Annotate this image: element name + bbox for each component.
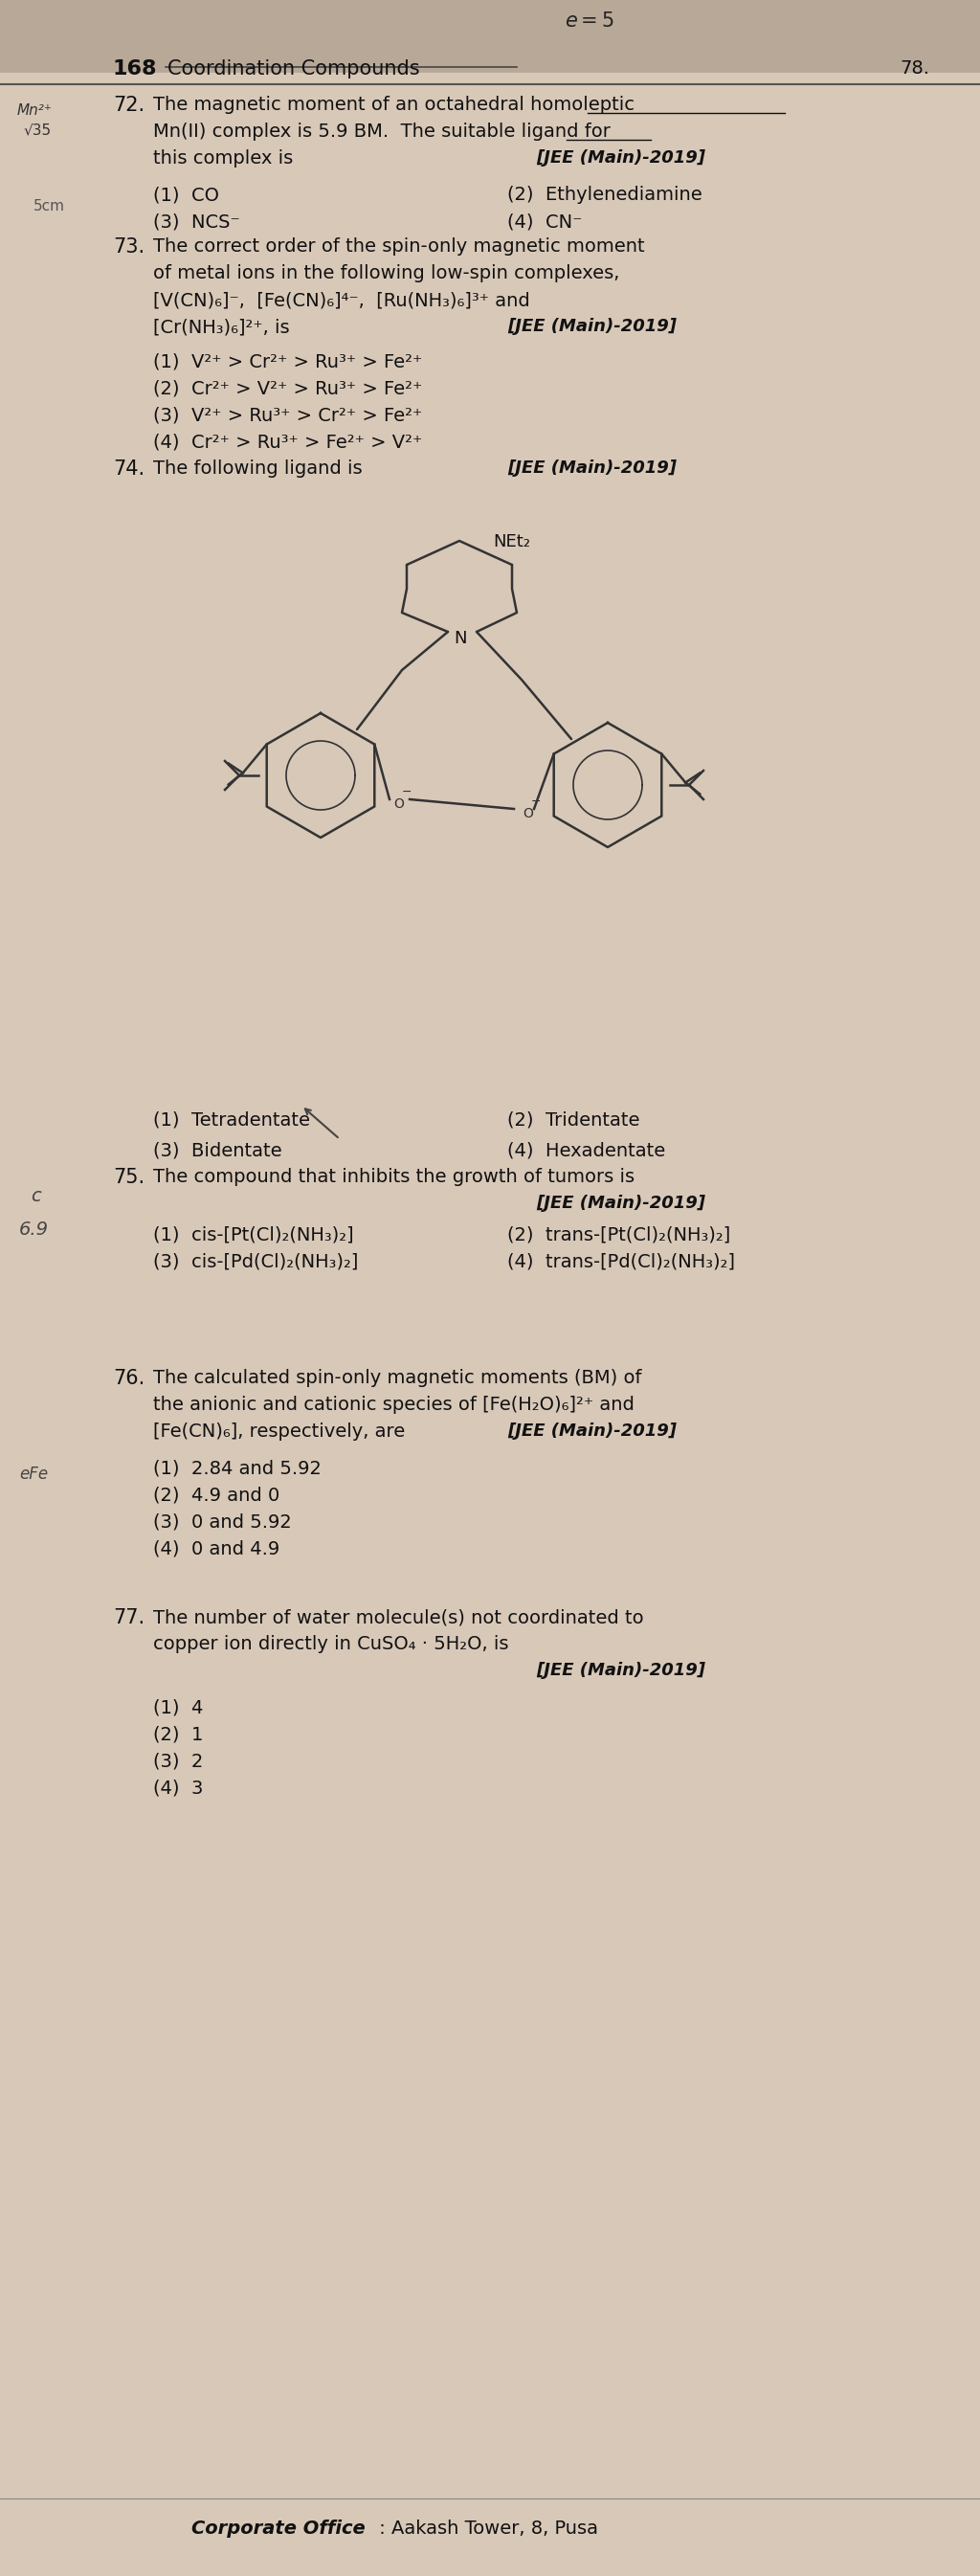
Text: (2)  Ethylenediamine: (2) Ethylenediamine — [508, 185, 703, 204]
Text: (1)  Tetradentate: (1) Tetradentate — [153, 1110, 310, 1128]
Text: (3)  Bidentate: (3) Bidentate — [153, 1141, 282, 1159]
Text: (1)  V²⁺ > Cr²⁺ > Ru³⁺ > Fe²⁺: (1) V²⁺ > Cr²⁺ > Ru³⁺ > Fe²⁺ — [153, 353, 422, 371]
Text: (3)  V²⁺ > Ru³⁺ > Cr²⁺ > Fe²⁺: (3) V²⁺ > Ru³⁺ > Cr²⁺ > Fe²⁺ — [153, 407, 422, 425]
Text: Mn(II) complex is 5.9 BM.  The suitable ligand for: Mn(II) complex is 5.9 BM. The suitable l… — [153, 124, 611, 142]
Text: (1)  cis-[Pt(Cl)₂(NH₃)₂]: (1) cis-[Pt(Cl)₂(NH₃)₂] — [153, 1226, 354, 1244]
Text: (2)  1: (2) 1 — [153, 1726, 203, 1744]
Text: [JEE (Main)-2019]: [JEE (Main)-2019] — [508, 1422, 676, 1440]
Text: [JEE (Main)-2019]: [JEE (Main)-2019] — [508, 317, 676, 335]
Text: 72.: 72. — [113, 95, 145, 116]
Text: (1)  2.84 and 5.92: (1) 2.84 and 5.92 — [153, 1458, 321, 1476]
Text: (4)  Hexadentate: (4) Hexadentate — [508, 1141, 665, 1159]
Text: (2)  trans-[Pt(Cl)₂(NH₃)₂]: (2) trans-[Pt(Cl)₂(NH₃)₂] — [508, 1226, 730, 1244]
Text: Corporate Office: Corporate Office — [191, 2519, 366, 2537]
Text: 76.: 76. — [113, 1368, 145, 1388]
Text: (2)  Tridentate: (2) Tridentate — [508, 1110, 640, 1128]
Text: (1)  4: (1) 4 — [153, 1698, 203, 1716]
Text: (3)  2: (3) 2 — [153, 1752, 203, 1770]
Text: (3)  NCS⁻: (3) NCS⁻ — [153, 211, 240, 232]
Text: : Aakash Tower, 8, Pusa: : Aakash Tower, 8, Pusa — [373, 2519, 598, 2537]
Text: (3)  0 and 5.92: (3) 0 and 5.92 — [153, 1512, 292, 1530]
Text: [JEE (Main)-2019]: [JEE (Main)-2019] — [536, 1195, 706, 1211]
Text: (1)  CO: (1) CO — [153, 185, 220, 204]
Text: (3)  cis-[Pd(Cl)₂(NH₃)₂]: (3) cis-[Pd(Cl)₂(NH₃)₂] — [153, 1252, 359, 1270]
Text: 73.: 73. — [113, 237, 145, 258]
Text: this complex is: this complex is — [153, 149, 293, 167]
Text: [JEE (Main)-2019]: [JEE (Main)-2019] — [536, 1662, 706, 1680]
Text: 74.: 74. — [113, 459, 145, 479]
Text: of metal ions in the following low-spin complexes,: of metal ions in the following low-spin … — [153, 265, 619, 283]
Text: The calculated spin-only magnetic moments (BM) of: The calculated spin-only magnetic moment… — [153, 1368, 642, 1386]
Text: (4)  Cr²⁺ > Ru³⁺ > Fe²⁺ > V²⁺: (4) Cr²⁺ > Ru³⁺ > Fe²⁺ > V²⁺ — [153, 433, 422, 451]
Text: [Fe(CN)₆], respectively, are: [Fe(CN)₆], respectively, are — [153, 1422, 405, 1440]
Text: 78.: 78. — [900, 59, 929, 77]
Text: 75.: 75. — [113, 1167, 145, 1188]
Text: eFe: eFe — [20, 1466, 48, 1484]
Text: 5cm: 5cm — [33, 198, 65, 214]
Bar — [0, 0, 980, 85]
Text: The compound that inhibits the growth of tumors is: The compound that inhibits the growth of… — [153, 1167, 635, 1185]
Text: c: c — [30, 1188, 41, 1206]
Text: (4)  3: (4) 3 — [153, 1777, 203, 1798]
Text: 77.: 77. — [113, 1607, 145, 1628]
Text: √35: √35 — [24, 124, 52, 137]
Text: [JEE (Main)-2019]: [JEE (Main)-2019] — [536, 149, 706, 167]
Text: NEt₂: NEt₂ — [493, 533, 530, 551]
Text: The correct order of the spin-only magnetic moment: The correct order of the spin-only magne… — [153, 237, 645, 255]
Text: The number of water molecule(s) not coordinated to: The number of water molecule(s) not coor… — [153, 1607, 644, 1625]
Text: [JEE (Main)-2019]: [JEE (Main)-2019] — [508, 459, 676, 477]
Text: O: O — [393, 799, 404, 811]
Text: [V(CN)₆]⁻,  [Fe(CN)₆]⁴⁻,  [Ru(NH₃)₆]³⁺ and: [V(CN)₆]⁻, [Fe(CN)₆]⁴⁻, [Ru(NH₃)₆]³⁺ and — [153, 291, 530, 309]
Text: 6.9: 6.9 — [20, 1221, 49, 1239]
Text: (2)  4.9 and 0: (2) 4.9 and 0 — [153, 1486, 279, 1504]
Text: N: N — [454, 631, 466, 647]
Text: the anionic and cationic species of [Fe(H₂O)₆]²⁺ and: the anionic and cationic species of [Fe(… — [153, 1396, 634, 1414]
Text: copper ion directly in CuSO₄ · 5H₂O, is: copper ion directly in CuSO₄ · 5H₂O, is — [153, 1636, 509, 1654]
Text: −: − — [531, 796, 541, 809]
Text: O: O — [522, 806, 533, 819]
Text: $e = 5$: $e = 5$ — [564, 10, 614, 31]
Text: −: − — [402, 786, 412, 799]
Text: (4)  0 and 4.9: (4) 0 and 4.9 — [153, 1540, 279, 1558]
Text: Mn²⁺: Mn²⁺ — [18, 103, 53, 118]
Text: [Cr(NH₃)₆]²⁺, is: [Cr(NH₃)₆]²⁺, is — [153, 317, 290, 335]
Text: (4)  CN⁻: (4) CN⁻ — [508, 211, 582, 232]
Text: Coordination Compounds: Coordination Compounds — [168, 59, 419, 77]
Text: 168: 168 — [113, 59, 158, 77]
Text: (4)  trans-[Pd(Cl)₂(NH₃)₂]: (4) trans-[Pd(Cl)₂(NH₃)₂] — [508, 1252, 735, 1270]
Text: (2)  Cr²⁺ > V²⁺ > Ru³⁺ > Fe²⁺: (2) Cr²⁺ > V²⁺ > Ru³⁺ > Fe²⁺ — [153, 379, 422, 397]
Text: The magnetic moment of an octahedral homoleptic: The magnetic moment of an octahedral hom… — [153, 95, 634, 113]
Text: The following ligand is: The following ligand is — [153, 459, 363, 477]
